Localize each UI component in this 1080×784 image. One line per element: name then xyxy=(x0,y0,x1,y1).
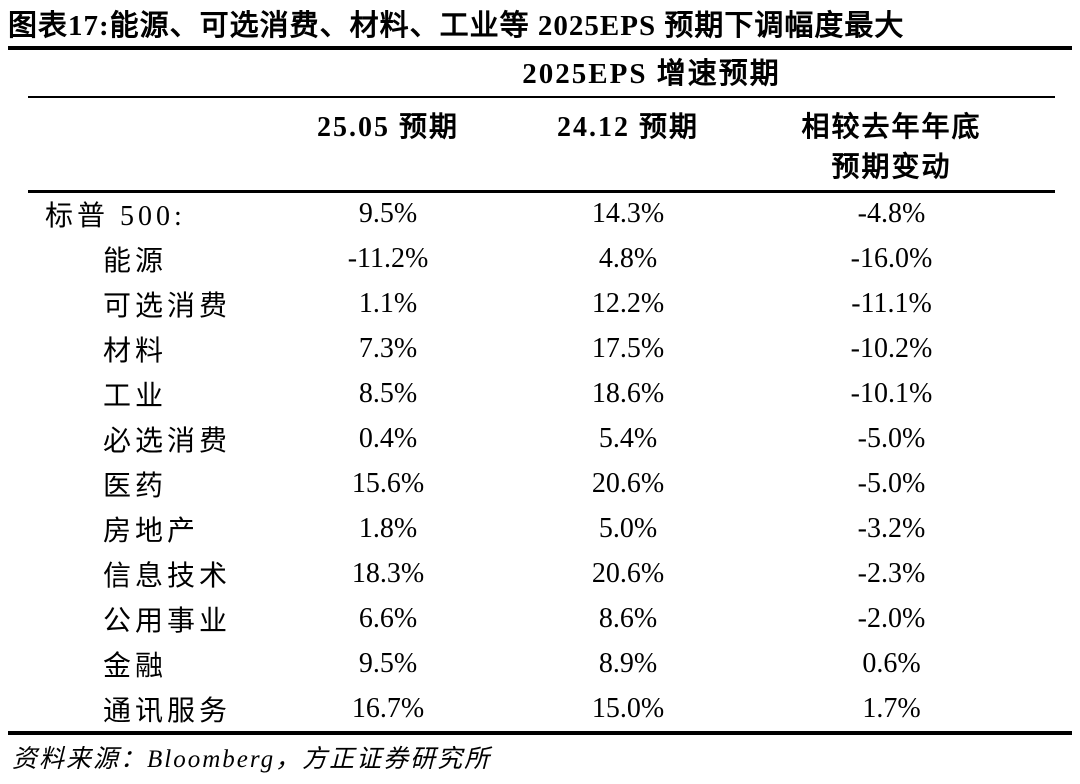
cell-value: 1.7% xyxy=(862,692,921,724)
cell-value: 14.3% xyxy=(591,198,665,230)
cell-value: -5.0% xyxy=(857,467,926,499)
cell-value: 8.6% xyxy=(598,602,658,634)
row-label: 必选消费 xyxy=(103,425,232,457)
cell-value: 5.0% xyxy=(598,512,658,544)
cell-value: 9.5% xyxy=(358,198,418,230)
cell-value: 18.3% xyxy=(351,557,425,589)
cell-value: 5.4% xyxy=(598,422,658,454)
cell-value: -5.0% xyxy=(857,422,926,454)
cell-value: 12.2% xyxy=(591,287,665,319)
table-row-industrials: 工业 8.5% 18.6% -10.1% xyxy=(28,371,1055,416)
table-row-materials: 材料 7.3% 17.5% -10.2% xyxy=(28,326,1055,371)
table-row-utilities: 公用事业 6.6% 8.6% -2.0% xyxy=(28,596,1055,641)
table-row-communication-services: 通讯服务 16.7% 15.0% 1.7% xyxy=(28,686,1055,731)
row-label: 金融 xyxy=(103,650,168,682)
cell-value: 18.6% xyxy=(591,377,665,409)
table-row-information-technology: 信息技术 18.3% 20.6% -2.3% xyxy=(28,551,1055,596)
figure-title: 图表17:能源、可选消费、材料、工业等 2025EPS 预期下调幅度最大 xyxy=(8,10,905,42)
row-label: 信息技术 xyxy=(103,560,232,592)
cell-value: -3.2% xyxy=(857,512,926,544)
cell-value: 20.6% xyxy=(591,467,665,499)
row-label: 可选消费 xyxy=(103,290,232,322)
cell-value: 15.0% xyxy=(591,692,665,724)
row-label: 房地产 xyxy=(103,515,200,547)
cell-value: 9.5% xyxy=(358,647,418,679)
cell-value: -11.1% xyxy=(851,287,932,319)
cell-value: 0.6% xyxy=(862,647,921,679)
cell-value: 8.5% xyxy=(358,377,418,409)
cell-value: -11.2% xyxy=(347,242,429,274)
column-header-change-line1: 相较去年年底 xyxy=(801,112,982,143)
column-header-row: 25.05 预期 24.12 预期 相较去年年底 预期变动 xyxy=(28,97,1056,193)
group-header: 2025EPS 增速预期 xyxy=(248,50,1056,98)
cell-value: 15.6% xyxy=(351,467,425,499)
cell-value: -16.0% xyxy=(850,242,933,274)
table-rule-bottom xyxy=(8,731,1072,735)
eps-table: 2025EPS 增速预期 25.05 预期 24.12 预期 相较去年年底 预期… xyxy=(28,50,1056,731)
source-note: 资料来源：Bloomberg，方正证券研究所 xyxy=(12,746,492,773)
row-label: 通讯服务 xyxy=(103,695,232,727)
cell-value: 1.8% xyxy=(358,512,418,544)
column-header-2412: 24.12 预期 xyxy=(528,97,728,193)
column-header-2505: 25.05 预期 xyxy=(248,97,528,193)
cell-value: 1.1% xyxy=(358,287,418,319)
column-header-change-line2: 预期变动 xyxy=(831,152,952,183)
group-header-spacer xyxy=(28,50,248,98)
cell-value: 4.8% xyxy=(598,242,658,274)
cell-value: -2.0% xyxy=(857,602,926,634)
table-row-real-estate: 房地产 1.8% 5.0% -3.2% xyxy=(28,506,1055,551)
cell-value: 16.7% xyxy=(351,692,425,724)
cell-value: 17.5% xyxy=(591,332,665,364)
table-row-sp500: 标普 500: 9.5% 14.3% -4.8% xyxy=(28,191,1055,236)
group-header-row: 2025EPS 增速预期 xyxy=(28,50,1056,98)
cell-value: 8.9% xyxy=(598,647,658,679)
table-row-healthcare: 医药 15.6% 20.6% -5.0% xyxy=(28,461,1055,506)
table-row-financials: 金融 9.5% 8.9% 0.6% xyxy=(28,641,1055,686)
cell-value: -2.3% xyxy=(857,557,926,589)
column-header-label xyxy=(28,97,248,193)
row-label: 公用事业 xyxy=(103,605,232,637)
cell-value: 6.6% xyxy=(358,602,418,634)
row-label: 医药 xyxy=(103,470,168,502)
column-header-change: 相较去年年底 预期变动 xyxy=(728,97,1056,193)
row-label: 工业 xyxy=(103,380,168,412)
cell-value: -10.2% xyxy=(850,332,933,364)
cell-value: 20.6% xyxy=(591,557,665,589)
cell-value: -10.1% xyxy=(850,377,933,409)
table-row-consumer-discretionary: 可选消费 1.1% 12.2% -11.1% xyxy=(28,281,1055,326)
row-label: 标普 500: xyxy=(45,201,186,233)
title-rule-top xyxy=(8,46,1072,50)
cell-value: 7.3% xyxy=(358,332,418,364)
table-row-consumer-staples: 必选消费 0.4% 5.4% -5.0% xyxy=(28,416,1055,461)
cell-value: 0.4% xyxy=(358,422,418,454)
row-label: 材料 xyxy=(103,335,168,367)
row-label: 能源 xyxy=(103,245,168,277)
cell-value: -4.8% xyxy=(857,198,926,230)
table-row-energy: 能源 -11.2% 4.8% -16.0% xyxy=(28,236,1055,281)
